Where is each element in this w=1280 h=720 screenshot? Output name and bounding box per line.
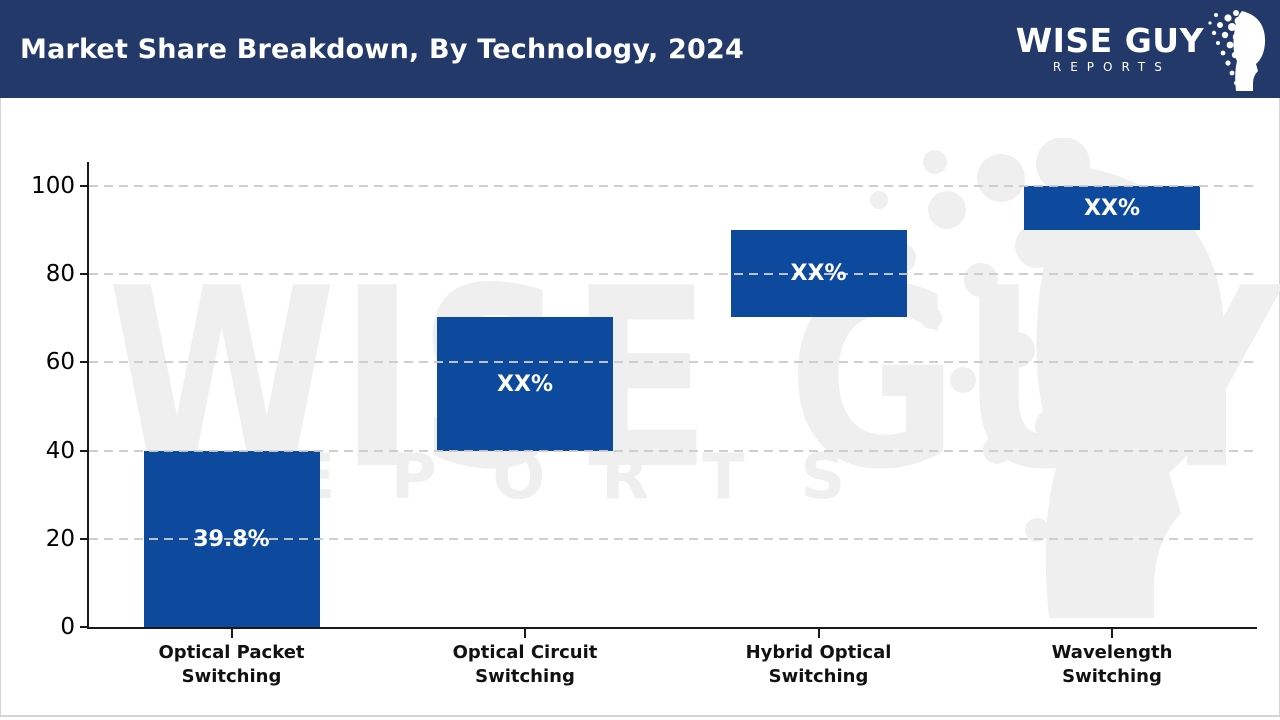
wise-guy-reports-logo: WISE GUY REPORTS (1008, 6, 1270, 92)
y-tick-0 (80, 626, 89, 628)
bar-value-label: XX% (1084, 195, 1140, 221)
x-tick (524, 629, 526, 638)
header-band: Market Share Breakdown, By Technology, 2… (0, 0, 1280, 98)
x-category-label: Optical Circuit Switching (452, 642, 598, 687)
y-axis-spine (87, 162, 89, 629)
watermark-face-icon (870, 138, 1225, 618)
y-tick-60 (80, 361, 89, 364)
x-category-label: Hybrid Optical Switching (745, 642, 892, 687)
y-tick-100 (80, 185, 89, 187)
y-tick-label-80: 80 (45, 261, 75, 288)
gridline-80 (89, 273, 1257, 276)
bar-value-label: XX% (790, 261, 847, 287)
x-tick (817, 629, 820, 638)
gridline-20 (89, 537, 1257, 540)
chart-area: WISE GUY REPORTS 0 20 40 60 80 100 39.8% XX% XX%… (0, 98, 1280, 717)
logo-name: WISE GUY (1015, 21, 1204, 60)
logo-text: WISE GUY REPORTS (1015, 21, 1204, 75)
y-tick-20 (80, 537, 89, 540)
gridline-40 (89, 449, 1257, 452)
bar-value-label: 39.8% (193, 526, 270, 552)
x-tick (230, 629, 233, 638)
logo-subtitle: REPORTS (1052, 60, 1171, 74)
y-tick-label-0: 0 (60, 614, 75, 640)
page-title: Market Share Breakdown, By Technology, 2… (20, 33, 745, 65)
y-tick-80 (80, 273, 89, 276)
bar-value-label: XX% (497, 371, 553, 397)
y-tick-label-20: 20 (45, 525, 75, 552)
bar-segment (1024, 186, 1200, 231)
x-category-label: Optical Packet Switching (158, 642, 305, 687)
y-tick-40 (80, 449, 89, 452)
gridline-100 (89, 185, 1257, 187)
x-category-label: Wavelength Switching (1051, 642, 1173, 687)
logo-face-icon (1208, 10, 1266, 91)
bar-segment (437, 317, 613, 452)
gridline-60 (89, 361, 1257, 364)
y-tick-label-100: 100 (31, 173, 75, 199)
y-tick-label-60: 60 (45, 349, 75, 376)
y-tick-label-40: 40 (45, 437, 75, 464)
x-tick (1111, 629, 1113, 638)
x-axis-spine (87, 627, 1257, 629)
